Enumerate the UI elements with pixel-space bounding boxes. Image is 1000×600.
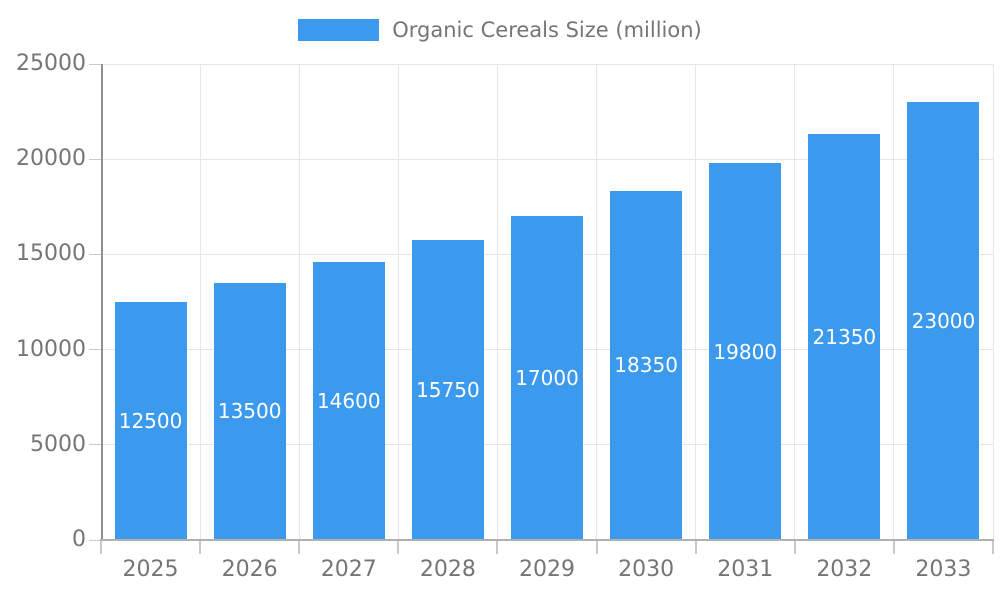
bar: 12500 xyxy=(114,302,187,540)
x-tick-label: 2026 xyxy=(221,557,278,582)
bar: 21350 xyxy=(808,133,881,540)
y-axis-line xyxy=(101,64,103,540)
x-tick-label: 2027 xyxy=(320,557,377,582)
v-gridline xyxy=(298,64,300,540)
h-gridline xyxy=(101,158,993,160)
y-tick-mark xyxy=(89,349,101,351)
v-gridline xyxy=(893,64,895,540)
bar-value-label: 19800 xyxy=(713,339,778,364)
bar-value-label: 13500 xyxy=(217,399,282,424)
bar-value-label: 18350 xyxy=(614,353,678,378)
x-tick-label: 2033 xyxy=(915,557,972,582)
y-tick-mark xyxy=(89,539,101,541)
plot-area: 12500 13500 14600 15750 17000 18350 19800 21350… xyxy=(100,63,994,541)
v-gridline xyxy=(496,64,498,540)
y-tick-label: 25000 xyxy=(16,51,86,76)
x-tick-mark xyxy=(199,540,202,554)
y-tick-label: 15000 xyxy=(16,241,86,267)
x-tick-mark xyxy=(992,540,994,554)
x-tick-mark xyxy=(793,540,796,554)
y-tick-label: 0 xyxy=(72,527,86,552)
x-tick-mark xyxy=(595,540,598,554)
x-tick-label: 2025 xyxy=(122,557,179,582)
v-gridline xyxy=(992,64,994,540)
chart-legend: Organic Cereals Size (million) xyxy=(0,18,1000,42)
bar-value-label: 23000 xyxy=(911,309,976,334)
bar: 17000 xyxy=(511,216,583,540)
x-tick-label: 2032 xyxy=(816,557,873,582)
v-gridline xyxy=(596,64,598,540)
legend-swatch xyxy=(298,19,380,41)
y-tick-mark xyxy=(89,158,101,160)
x-tick-label: 2030 xyxy=(618,557,675,582)
h-gridline xyxy=(101,63,993,65)
x-tick-label: 2031 xyxy=(717,557,774,582)
bar: 13500 xyxy=(213,282,286,540)
bar: 15750 xyxy=(411,240,484,540)
x-axis-line xyxy=(100,539,994,541)
x-tick-mark xyxy=(298,540,301,554)
x-tick-mark xyxy=(100,540,102,554)
y-tick-label: 20000 xyxy=(16,146,86,172)
x-tick-mark xyxy=(892,540,895,554)
legend-label: Organic Cereals Size (million) xyxy=(392,18,702,42)
x-tick-label: 2028 xyxy=(419,557,476,582)
bar: 14600 xyxy=(312,262,385,540)
bar-value-label: 14600 xyxy=(316,389,381,414)
x-tick-mark xyxy=(694,540,697,554)
y-tick-mark xyxy=(89,63,101,65)
v-gridline xyxy=(794,64,796,540)
v-gridline xyxy=(199,64,201,540)
y-tick-mark xyxy=(89,444,101,446)
bar: 23000 xyxy=(907,102,980,540)
bar-value-label: 15750 xyxy=(416,378,480,403)
y-tick-label: 5000 xyxy=(30,431,86,457)
y-tick-label: 10000 xyxy=(16,336,86,362)
x-tick-mark xyxy=(397,540,400,554)
y-tick-mark xyxy=(89,253,101,255)
v-gridline xyxy=(397,64,399,540)
bar-value-label: 21350 xyxy=(812,324,877,349)
x-tick-mark xyxy=(496,540,499,554)
v-gridline xyxy=(695,64,697,540)
bar-value-label: 17000 xyxy=(515,366,579,391)
x-tick-label: 2029 xyxy=(518,557,575,582)
bar: 18350 xyxy=(610,190,683,540)
bar: 19800 xyxy=(709,163,782,540)
bar-value-label: 12500 xyxy=(118,409,183,433)
